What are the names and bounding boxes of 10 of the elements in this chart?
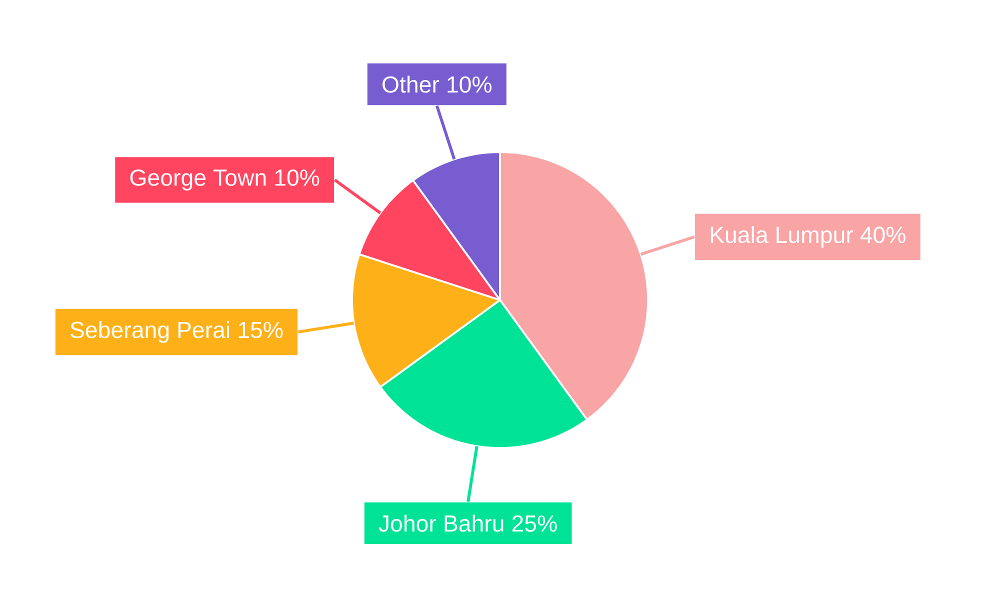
slice-label: George Town (130, 169, 266, 190)
slice-label: Johor Bahru (378, 514, 504, 532)
data-label: 15% (238, 322, 283, 338)
data-label: 25% (512, 515, 557, 532)
data-label: 10% (448, 76, 492, 93)
data-label: 10% (275, 169, 320, 186)
slice-label: Seberang Perai (70, 321, 230, 343)
data-label: 40% (860, 226, 906, 244)
slice-label: Kuala Lumpur (710, 226, 853, 248)
slice-label: Other (382, 76, 440, 93)
